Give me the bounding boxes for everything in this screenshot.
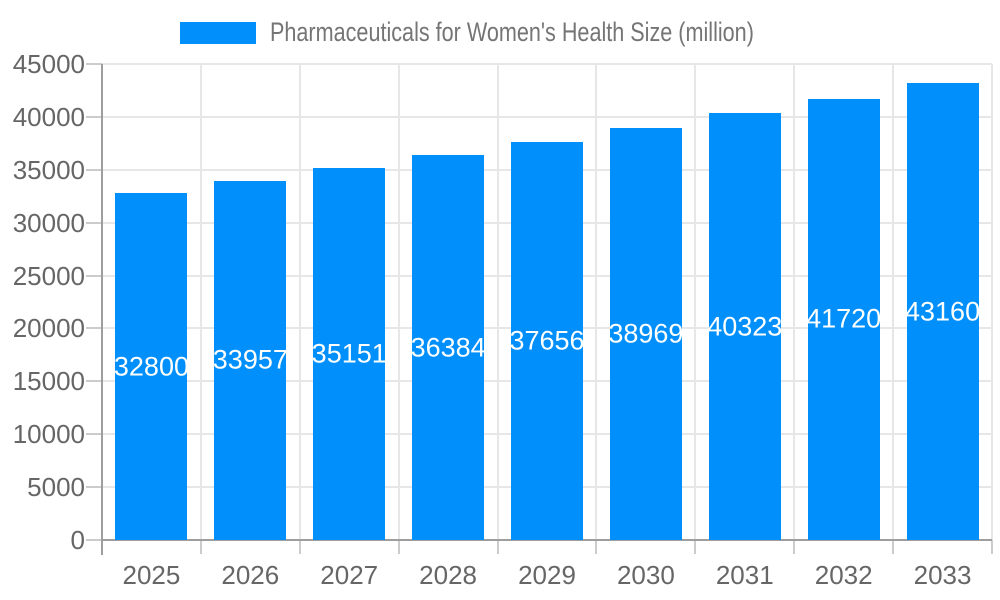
y-axis-tick	[86, 63, 102, 65]
y-axis-tick	[86, 168, 102, 171]
legend-swatch	[180, 21, 256, 44]
v-gridline	[496, 64, 499, 540]
legend-label: Pharmaceuticals for Women's Health Size …	[270, 17, 754, 47]
y-axis-tick	[86, 327, 102, 330]
x-axis-tick-label: 2027	[320, 560, 379, 590]
v-gridline	[892, 64, 895, 540]
bar-2028[interactable]: 36384	[410, 155, 486, 540]
y-axis-tick	[86, 486, 102, 489]
bar-2026[interactable]: 33957	[212, 180, 288, 540]
y-axis-tick-label: 30000	[12, 207, 85, 238]
bar-2032[interactable]: 41720	[806, 98, 882, 540]
bar-2027[interactable]: 35151	[311, 168, 387, 540]
bar-value-label: 35151	[311, 338, 387, 369]
x-axis-tick	[298, 540, 301, 554]
v-gridline	[298, 64, 301, 540]
x-axis-tick	[595, 540, 598, 554]
x-axis-tick-label: 2033	[913, 560, 972, 590]
x-axis-line	[102, 539, 992, 541]
x-axis-tick	[892, 540, 895, 554]
h-gridline	[102, 63, 992, 65]
x-axis-tick-label: 2025	[122, 560, 181, 590]
y-axis-tick	[86, 115, 102, 118]
y-axis-tick-label: 20000	[12, 313, 85, 344]
x-axis-tick	[397, 540, 400, 554]
v-gridline	[694, 64, 697, 540]
y-axis-tick-label: 45000	[12, 49, 85, 79]
v-gridline	[991, 64, 993, 540]
x-axis-tick-label: 2032	[814, 560, 873, 590]
bar-value-label: 43160	[905, 296, 981, 327]
bar-value-label: 38969	[608, 318, 684, 349]
x-axis-tick-label: 2028	[419, 560, 478, 590]
bar-2025[interactable]: 32800	[113, 193, 189, 540]
v-gridline	[793, 64, 796, 540]
v-gridline	[595, 64, 598, 540]
bar-2030[interactable]: 38969	[608, 127, 684, 540]
bar-value-label: 37656	[509, 325, 585, 356]
bar-2031[interactable]: 40323	[707, 113, 783, 540]
bar-value-label: 40323	[707, 311, 783, 342]
v-gridline	[199, 64, 202, 540]
y-axis-tick-label: 35000	[12, 154, 85, 185]
bar-value-label: 33957	[212, 344, 288, 375]
y-axis-tick	[86, 539, 102, 541]
y-axis-tick	[86, 380, 102, 383]
y-axis-tick	[86, 274, 102, 277]
y-axis-tick-label: 25000	[12, 260, 85, 291]
x-axis-tick	[694, 540, 697, 554]
bar-2029[interactable]: 37656	[509, 141, 585, 540]
x-axis-tick	[496, 540, 499, 554]
y-axis-tick-label: 5000	[27, 472, 85, 503]
x-axis-tick-label: 2031	[715, 560, 774, 590]
x-axis-tick	[199, 540, 202, 554]
v-gridline	[397, 64, 400, 540]
x-axis-tick-label: 2029	[518, 560, 576, 590]
bar-2033[interactable]: 43160	[905, 83, 981, 540]
y-axis-tick-label: 15000	[12, 366, 85, 397]
y-axis-tick-label: 10000	[12, 419, 85, 450]
x-axis-tick-label: 2030	[616, 560, 675, 590]
y-axis-line	[101, 64, 103, 555]
x-axis-tick-label: 2026	[221, 560, 280, 590]
bar-value-label: 32800	[113, 351, 189, 382]
y-axis-tick	[86, 221, 102, 224]
x-axis-tick	[991, 540, 993, 554]
chart-legend[interactable]: Pharmaceuticals for Women's Health Size …	[180, 17, 875, 48]
x-axis-tick	[793, 540, 796, 554]
bar-value-label: 41720	[806, 303, 882, 334]
bar-value-label: 36384	[410, 332, 486, 363]
y-axis-tick-label: 0	[70, 525, 85, 555]
y-axis-tick	[86, 433, 102, 436]
h-gridline	[102, 115, 992, 118]
y-axis-tick-label: 40000	[12, 101, 85, 132]
